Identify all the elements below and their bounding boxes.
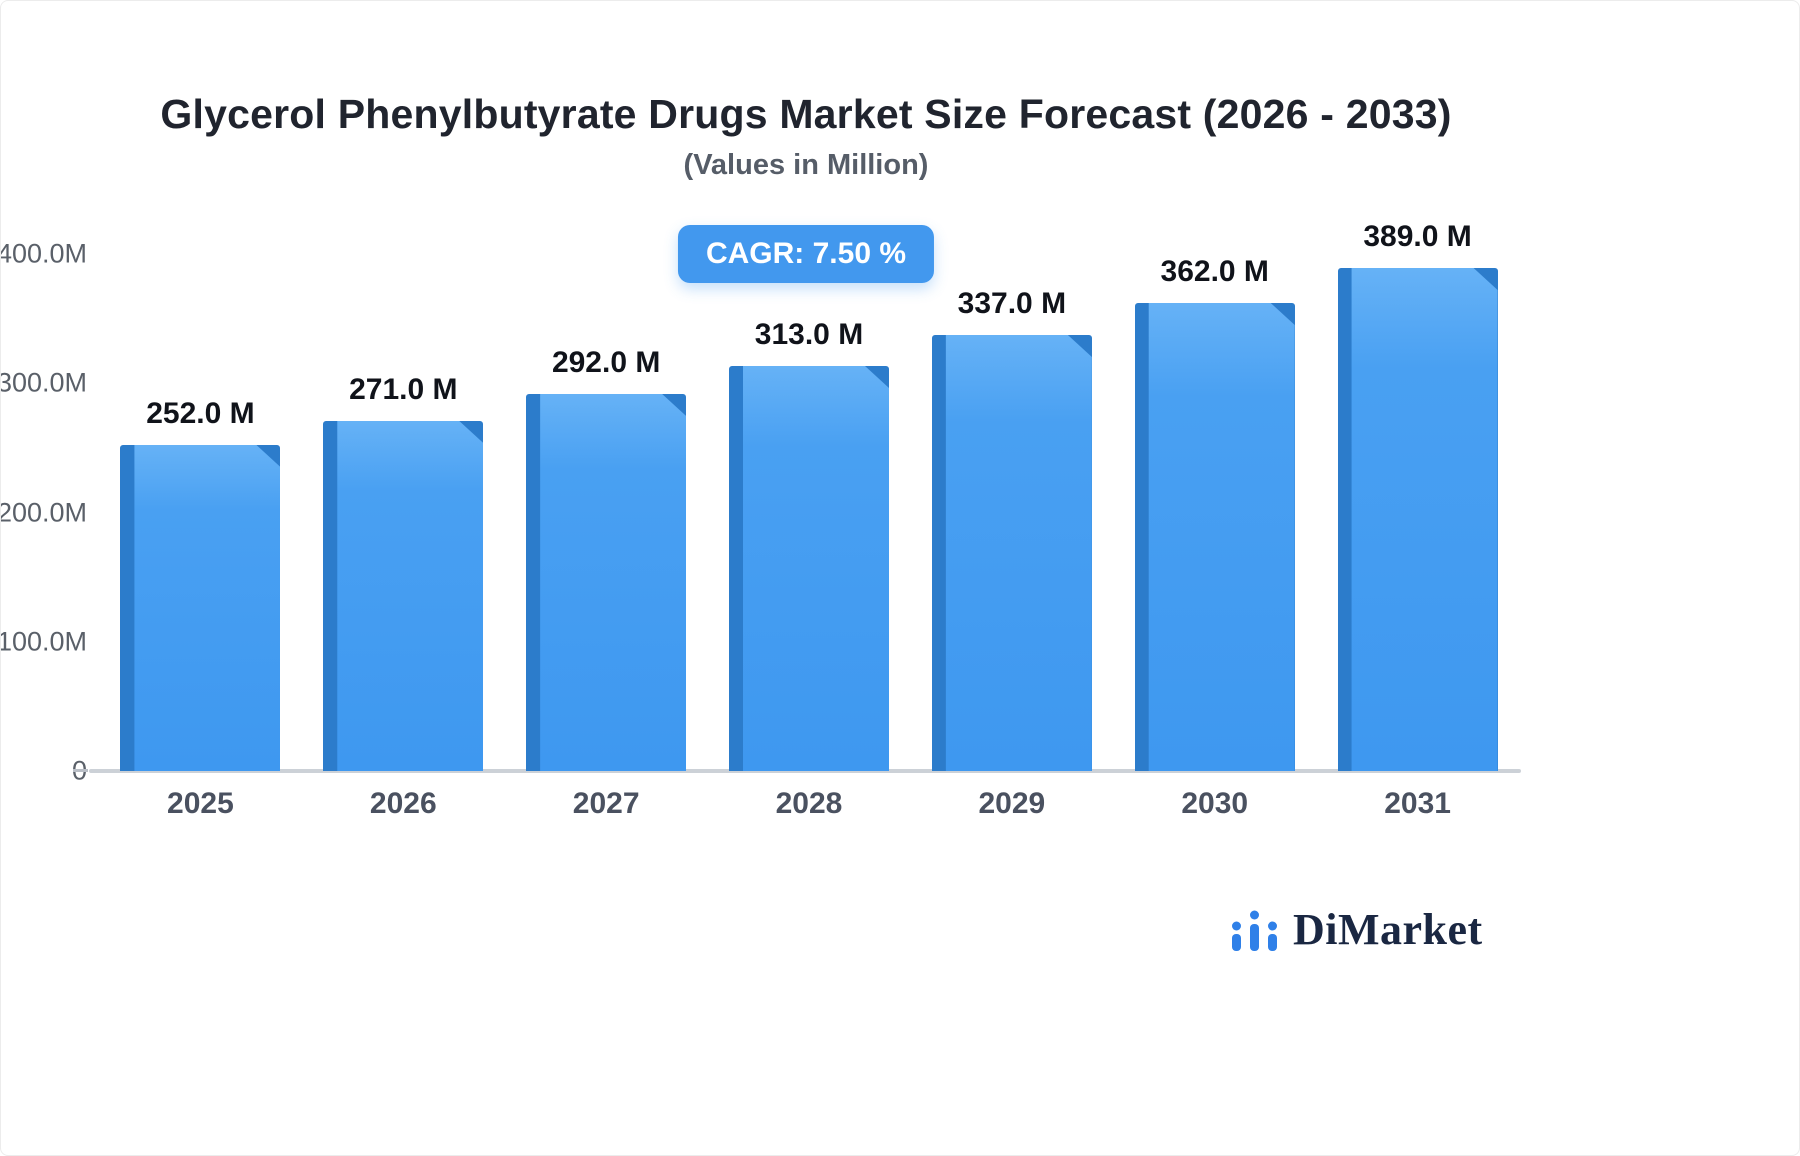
bar-column-2025: 252.0 M 2025	[99, 254, 302, 820]
x-axis-label-2026: 2026	[369, 787, 437, 820]
logo-text: DiMarket	[1293, 904, 1483, 954]
bar-2029	[931, 335, 1092, 771]
bar-value-label: 292.0 M	[551, 346, 661, 379]
bar-2028	[729, 366, 889, 771]
bar-value-label: 389.0 M	[1363, 220, 1472, 253]
bar-value-label: 252.0 M	[146, 397, 255, 430]
y-tick-label: 400.0M	[0, 238, 87, 269]
bar-column-2026: 271.0 M 2026	[302, 254, 505, 820]
bar-value-label: 337.0 M	[957, 287, 1067, 320]
bar-front-face	[323, 421, 483, 771]
bar-value-label: 271.0 M	[349, 373, 458, 406]
x-axis-label-2025: 2025	[167, 787, 234, 820]
chart-subtitle: (Values in Million)	[683, 149, 929, 181]
chart-title: Glycerol Phenylbutyrate Drugs Market Siz…	[160, 91, 1452, 137]
bar-2031	[1337, 268, 1498, 771]
x-axis-label-2028: 2028	[775, 787, 843, 820]
x-axis-line	[89, 769, 1521, 773]
bar-front-face	[526, 394, 686, 771]
bar-value-label: 313.0 M	[754, 318, 864, 351]
bar-column-2029: 337.0 M 2029	[910, 254, 1113, 820]
bar-2030	[1134, 303, 1295, 771]
cagr-badge: CAGR: 7.50 %	[677, 225, 935, 283]
x-axis-label-2031: 2031	[1384, 787, 1451, 820]
bar-column-2031: 389.0 M 2031	[1316, 220, 1519, 820]
bar-front-face	[729, 366, 889, 771]
bar-front-face	[932, 335, 1092, 771]
bar-front-face	[1338, 268, 1498, 771]
bar-column-2028: 313.0 M 2028	[708, 254, 911, 820]
bar-front-face	[120, 445, 280, 771]
bar-2026	[323, 421, 484, 771]
bar-column-2027: 292.0 M 2027	[505, 254, 708, 820]
bar-chart-logo-icon	[1232, 910, 1277, 951]
bar-column-2030: 362.0 M 2030	[1113, 254, 1316, 820]
bar-2025	[120, 445, 281, 771]
bar-value-label: 362.0 M	[1160, 255, 1269, 288]
x-axis-label-2029: 2029	[978, 787, 1046, 820]
y-tick-label: 300.0M	[0, 367, 87, 398]
plot-area: 252.0 M 2025 271.0 M 2026 292.0 M 2027 313.0 M…	[73, 220, 1521, 820]
y-tick-label: 100.0M	[0, 626, 87, 657]
bar-2027	[526, 394, 687, 771]
y-tick-label: 200.0M	[0, 497, 87, 528]
x-axis-label-2027: 2027	[572, 787, 640, 820]
bar-front-face	[1135, 303, 1295, 771]
dimarket-logo: DiMarket	[1229, 903, 1483, 955]
zero-tick-mark	[73, 769, 88, 772]
x-axis-label-2030: 2030	[1181, 787, 1249, 820]
